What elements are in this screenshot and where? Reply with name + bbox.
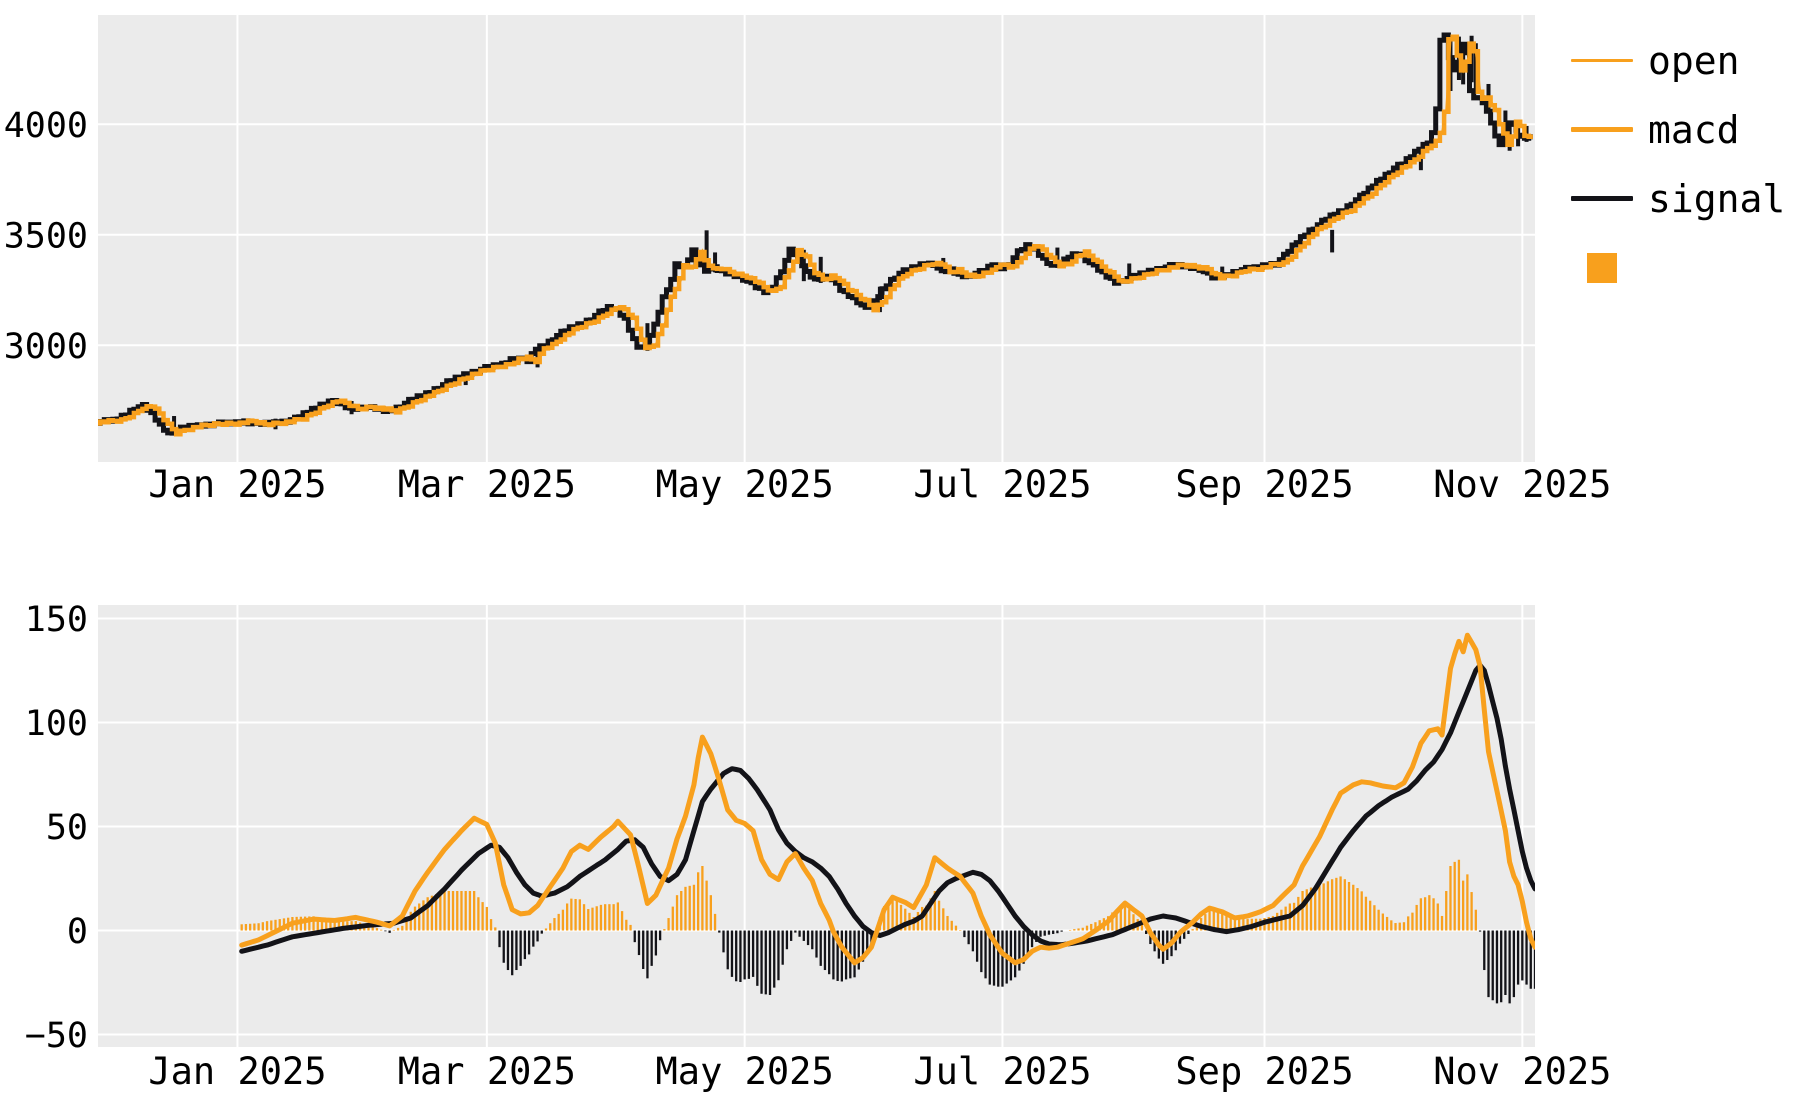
x-tick-label: Mar 2025 (398, 1050, 576, 1093)
x-tick-label: Nov 2025 (1433, 463, 1611, 506)
y-tick-label: 4000 (4, 106, 88, 146)
x-tick-label: Jul 2025 (913, 1050, 1091, 1093)
plot-area (98, 15, 1535, 462)
open-thin-line-series (98, 34, 1532, 435)
histogram-square-icon (1570, 252, 1634, 283)
x-tick-label: Nov 2025 (1433, 1050, 1611, 1093)
signal-line-series (239, 662, 1535, 954)
x-tick-label: Sep 2025 (1175, 463, 1353, 506)
y-tick-label: 3500 (4, 216, 88, 256)
y-tick-label: 100 (25, 704, 88, 744)
legend: open macd signal (1570, 26, 1798, 302)
legend-label-open: open (1648, 38, 1740, 83)
x-tick-label: May 2025 (656, 1050, 834, 1093)
legend-label-macd: macd (1648, 107, 1740, 152)
y-tick-label: 150 (25, 600, 88, 640)
legend-item-histogram (1570, 233, 1798, 302)
y-tick-label: 50 (46, 808, 88, 848)
x-tick-label: Mar 2025 (398, 463, 576, 506)
x-tick-label: Jan 2025 (148, 463, 326, 506)
x-tick-label: May 2025 (656, 463, 834, 506)
y-tick-label: 0 (67, 912, 88, 952)
macd-line-icon (1570, 127, 1634, 132)
y-tick-label: 3000 (4, 327, 88, 367)
x-tick-label: Sep 2025 (1175, 1050, 1353, 1093)
legend-item-open: open (1570, 26, 1798, 95)
x-tick-label: Jan 2025 (148, 1050, 326, 1093)
y-tick-label: −50 (25, 1016, 88, 1056)
legend-label-signal: signal (1648, 176, 1786, 221)
legend-item-signal: signal (1570, 164, 1798, 233)
macd-line-series (239, 632, 1535, 966)
open-line-icon (1570, 59, 1634, 62)
x-tick-label: Jul 2025 (913, 463, 1091, 506)
legend-item-macd: macd (1570, 95, 1798, 164)
signal-line-icon (1570, 196, 1634, 201)
